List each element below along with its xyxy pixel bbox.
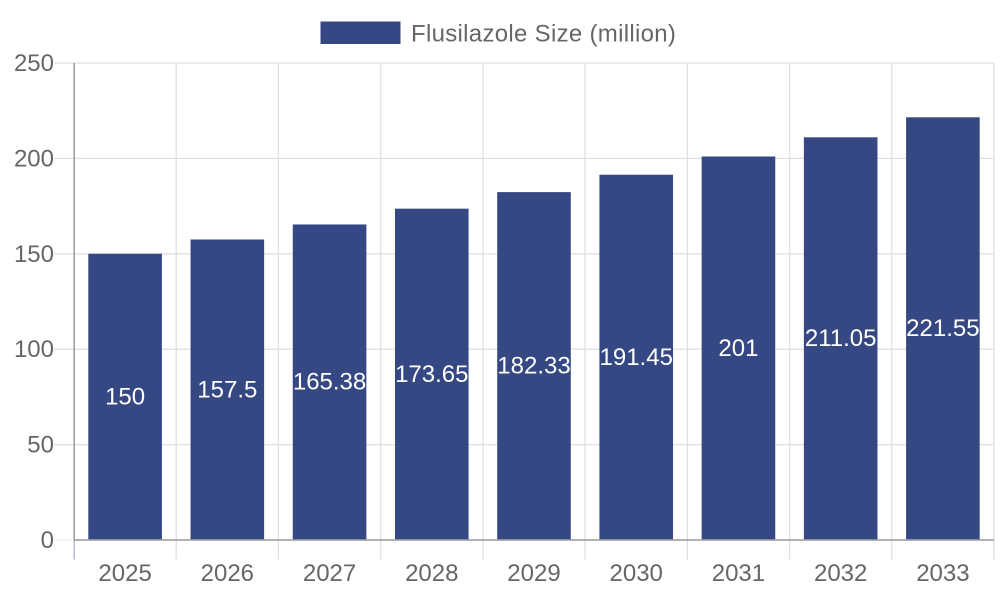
svg-text:200: 200: [14, 145, 54, 172]
svg-text:0: 0: [41, 527, 54, 554]
svg-text:2028: 2028: [405, 560, 458, 587]
svg-text:150: 150: [105, 383, 145, 410]
svg-text:221.55: 221.55: [906, 315, 979, 342]
svg-text:2026: 2026: [201, 560, 254, 587]
svg-text:211.05: 211.05: [805, 325, 877, 352]
svg-text:2029: 2029: [507, 560, 560, 587]
svg-text:50: 50: [27, 432, 54, 459]
svg-text:250: 250: [14, 50, 54, 77]
svg-text:Flusilazole Size (million): Flusilazole Size (million): [411, 20, 676, 47]
svg-text:2027: 2027: [303, 560, 356, 587]
svg-text:150: 150: [14, 241, 54, 268]
svg-text:165.38: 165.38: [293, 369, 366, 396]
svg-text:157.5: 157.5: [197, 376, 257, 403]
svg-text:2031: 2031: [712, 560, 765, 587]
svg-text:201: 201: [718, 335, 758, 362]
svg-text:100: 100: [14, 336, 54, 363]
svg-text:2030: 2030: [610, 560, 663, 587]
svg-text:182.33: 182.33: [497, 353, 570, 380]
svg-text:2032: 2032: [814, 560, 867, 587]
svg-text:2025: 2025: [98, 560, 151, 587]
svg-text:2033: 2033: [916, 560, 969, 587]
svg-text:191.45: 191.45: [600, 344, 673, 371]
svg-text:173.65: 173.65: [395, 361, 468, 388]
